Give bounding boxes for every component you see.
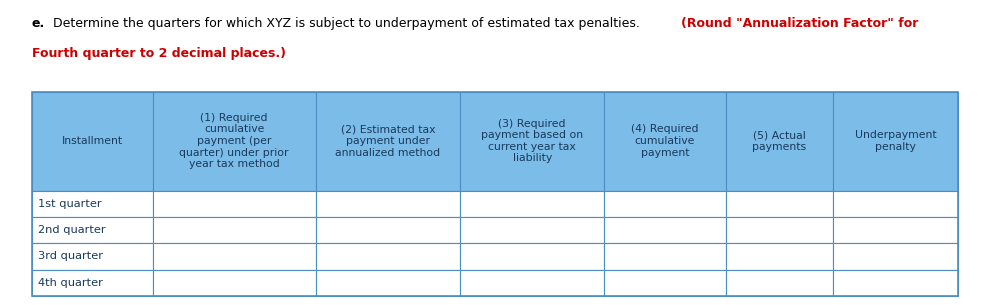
Text: 2nd quarter: 2nd quarter: [38, 225, 106, 235]
Text: (2) Estimated tax
payment under
annualized method: (2) Estimated tax payment under annualiz…: [335, 124, 441, 158]
Text: 3rd quarter: 3rd quarter: [38, 251, 104, 261]
Text: Determine the quarters for which XYZ is subject to underpayment of estimated tax: Determine the quarters for which XYZ is …: [53, 17, 644, 30]
Text: e.: e.: [32, 17, 44, 30]
Text: Fourth quarter to 2 decimal places.): Fourth quarter to 2 decimal places.): [32, 47, 286, 60]
Text: (4) Required
cumulative
payment: (4) Required cumulative payment: [631, 124, 699, 158]
Text: Installment: Installment: [61, 136, 122, 146]
Text: (3) Required
payment based on
current year tax
liability: (3) Required payment based on current ye…: [481, 119, 584, 163]
Text: (Round "Annualization Factor" for: (Round "Annualization Factor" for: [681, 17, 919, 30]
Text: Underpayment
penalty: Underpayment penalty: [855, 130, 937, 152]
Text: (1) Required
cumulative
payment (per
quarter) under prior
year tax method: (1) Required cumulative payment (per qua…: [179, 113, 289, 169]
Text: (5) Actual
payments: (5) Actual payments: [752, 130, 807, 152]
Text: 1st quarter: 1st quarter: [38, 199, 103, 209]
Text: 4th quarter: 4th quarter: [38, 278, 104, 288]
